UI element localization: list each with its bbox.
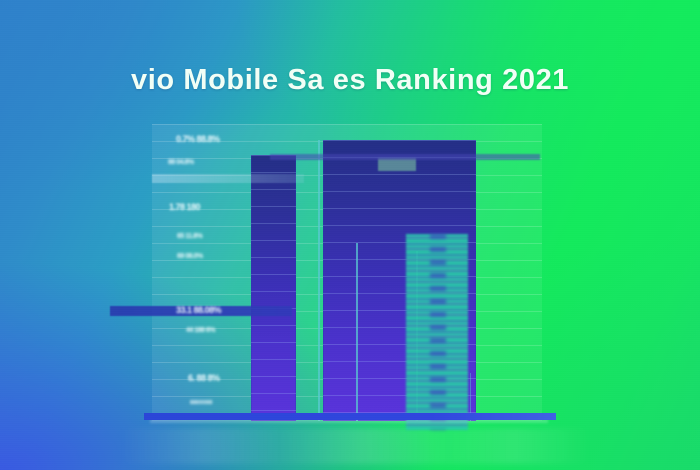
axis-label-1: 88 04.8% <box>168 159 194 166</box>
axis-label-4: 69 08.0% <box>177 253 203 260</box>
bar-seam-2 <box>356 243 358 421</box>
axis-label-7: 6. 88 8% <box>188 373 220 383</box>
bar-seam-4 <box>470 373 471 421</box>
chart-title: vio Mobile Sa es Ranking 2021 <box>130 64 570 96</box>
axis-label-8: 88800088 <box>190 400 213 406</box>
axis-label-3: 65 11.8% <box>177 233 203 240</box>
bar-1[interactable] <box>251 155 296 421</box>
chart-panel <box>110 124 542 430</box>
axis-label-5: 33.1 88.08% <box>176 305 222 315</box>
title-bar: vio Mobile Sa es Ranking 2021 <box>0 62 700 98</box>
axis-baseline-glow <box>150 419 548 423</box>
axis-label-2: 1.78 180 <box>169 202 201 212</box>
axis-baseline <box>144 413 556 420</box>
axis-label-0: 0.7% 88.8% <box>176 134 220 144</box>
bottom-reflection <box>120 428 590 464</box>
axis-label-6: 44 188 6% <box>186 327 215 334</box>
bar-seam-1 <box>318 140 320 421</box>
